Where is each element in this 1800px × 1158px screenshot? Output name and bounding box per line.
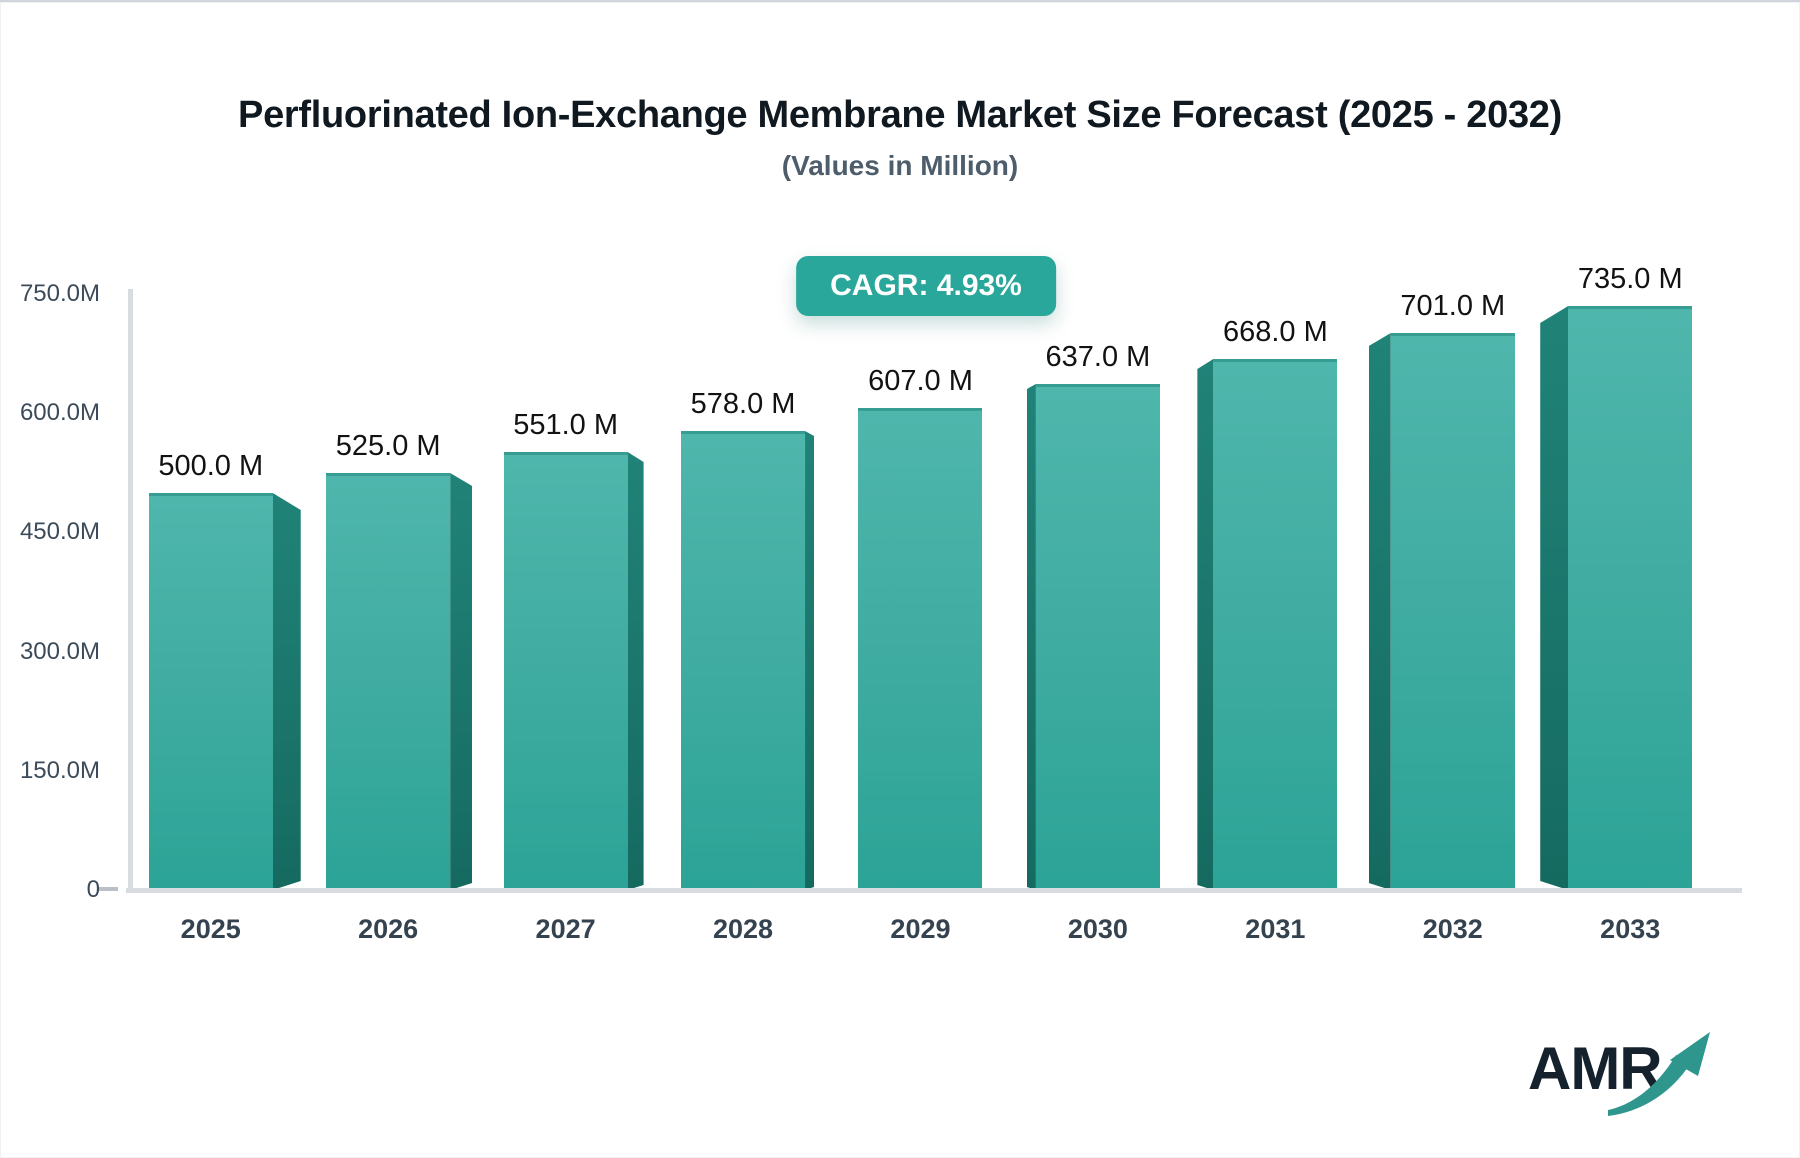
y-tick-150.0M: 150.0M (19, 757, 100, 784)
amr-logo-text: AMR (1528, 1035, 1663, 1102)
bar-series: 500.0 M 2025 525.0 M 2026 551.0 M 2027 578.0 M… (122, 263, 1719, 944)
bar-2031 (1213, 359, 1338, 890)
bar-2025 (148, 493, 273, 890)
bar-side-face (450, 473, 472, 890)
bar-side-face (273, 493, 301, 890)
x-axis-label: 2026 (358, 914, 419, 944)
bar-side-face (1369, 333, 1391, 890)
bar-group-2029: 607.0 M 2029 (832, 294, 1009, 944)
bar-value-label: 668.0 M (1222, 316, 1328, 348)
x-axis-line (126, 888, 1742, 893)
bar-value-label: 735.0 M (1577, 263, 1683, 295)
bar-side-face (805, 431, 814, 890)
bar-2029 (858, 408, 983, 890)
chart-subtitle: (Values in Million) (781, 150, 1019, 181)
y-tick-0: 0 (86, 876, 100, 903)
bar-value-label: 637.0 M (1045, 341, 1151, 373)
bar-value-label: 500.0 M (158, 450, 264, 482)
bar-group-2032: 701.0 M 2032 (1364, 290, 1541, 944)
bar-group-2026: 525.0 M 2026 (299, 294, 476, 944)
x-axis-label: 2032 (1422, 914, 1483, 944)
y-tick-750.0M: 750.0M (19, 280, 100, 307)
bar-side-face (1540, 306, 1568, 890)
bar-2032 (1390, 333, 1515, 890)
bar-2028 (681, 431, 806, 890)
x-axis-label: 2027 (535, 914, 596, 944)
bar-side-face (628, 452, 644, 890)
amr-logo: AMR (1528, 1028, 1728, 1120)
bar-group-2033: 735.0 M 2033 (1540, 263, 1719, 944)
bar-value-label: 578.0 M (690, 388, 796, 420)
chart-title: Perfluorinated Ion-Exchange Membrane Mar… (238, 94, 1562, 136)
x-axis-label: 2028 (712, 914, 774, 944)
growth-arrow-icon (1608, 1032, 1710, 1116)
bar-value-label: 701.0 M (1400, 290, 1506, 322)
bar-side-face (1027, 384, 1036, 890)
bar-value-label: 551.0 M (513, 409, 618, 441)
x-axis-label: 2025 (180, 914, 241, 944)
zero-tick-mark (99, 887, 118, 891)
y-tick-450.0M: 450.0M (19, 518, 100, 545)
x-axis-label: 2030 (1067, 914, 1128, 944)
y-tick-300.0M: 300.0M (19, 638, 100, 665)
x-axis-label: 2033 (1600, 914, 1661, 944)
bar-2026 (326, 473, 451, 890)
cagr-badge: CAGR: 4.93% (796, 256, 1056, 316)
bar-group-2028: 578.0 M 2028 (654, 294, 831, 944)
bar-group-2027: 551.0 M 2027 (477, 294, 654, 944)
y-axis-line (128, 289, 133, 892)
bar-group-2030: 637.0 M 2030 (1009, 294, 1186, 944)
bar-value-label: 607.0 M (868, 365, 973, 397)
bar-group-2025: 500.0 M 2025 (122, 294, 301, 944)
bar-2033 (1568, 306, 1693, 890)
x-axis-label: 2029 (890, 914, 951, 944)
bar-group-2031: 668.0 M 2031 (1187, 294, 1364, 944)
bar-2030 (1035, 384, 1160, 890)
bar-value-label: 525.0 M (335, 430, 441, 462)
y-tick-600.0M: 600.0M (19, 399, 100, 426)
bar-2027 (503, 452, 628, 890)
x-axis-label: 2031 (1245, 914, 1306, 944)
bar-side-face (1197, 359, 1213, 890)
